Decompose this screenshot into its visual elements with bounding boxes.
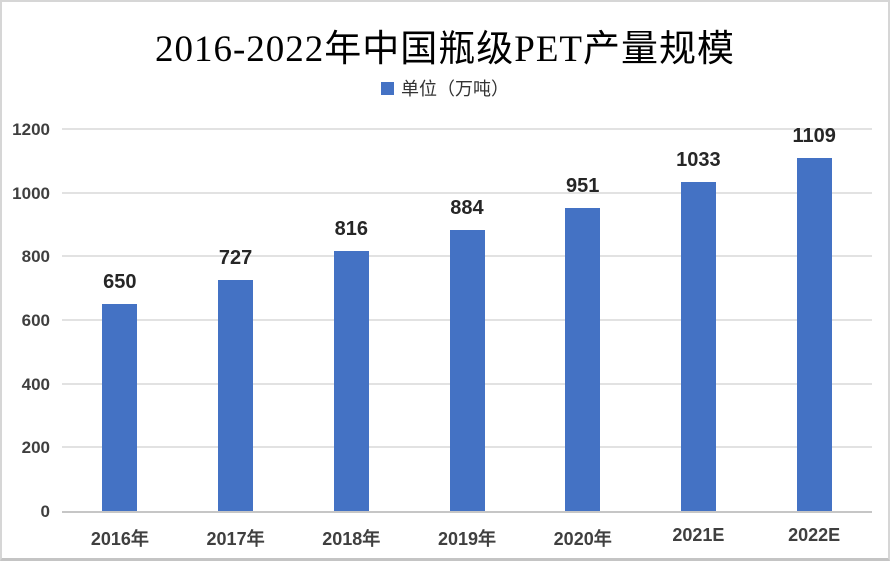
y-axis-tick-label: 1200 bbox=[12, 120, 50, 139]
bar-value-label: 1033 bbox=[676, 149, 721, 172]
gridline bbox=[62, 128, 872, 130]
y-axis-tick-label: 0 bbox=[40, 502, 50, 521]
x-axis-tick-label: 2017年 bbox=[206, 529, 265, 549]
chart-legend: 单位（万吨） bbox=[2, 75, 888, 101]
x-axis-tick-label: 2016年 bbox=[90, 529, 149, 549]
bar bbox=[449, 229, 485, 511]
bar-value-label: 727 bbox=[218, 246, 253, 269]
legend-label: 单位（万吨） bbox=[401, 79, 509, 99]
y-axis-tick-label: 400 bbox=[21, 374, 50, 394]
y-axis-tick-label: 1000 bbox=[12, 183, 50, 203]
legend-marker-icon bbox=[381, 81, 394, 95]
bar bbox=[796, 157, 832, 511]
y-axis-tick-label: 800 bbox=[21, 247, 50, 267]
y-axis-tick-label: 600 bbox=[21, 311, 50, 330]
x-axis-tick-label: 2021E bbox=[672, 525, 725, 545]
bar-value-label: 1109 bbox=[792, 124, 836, 147]
bar bbox=[333, 251, 369, 511]
bar bbox=[218, 279, 254, 511]
x-axis-tick-label: 2020年 bbox=[553, 529, 612, 549]
x-axis-tick-label: 2022E bbox=[788, 525, 841, 545]
gridline bbox=[62, 191, 872, 194]
bar bbox=[102, 304, 138, 511]
y-axis-tick-label: 200 bbox=[21, 438, 50, 458]
bar bbox=[680, 182, 716, 511]
x-axis-tick-label: 2018年 bbox=[322, 529, 381, 549]
bar-value-label: 816 bbox=[334, 218, 368, 241]
bar-value-label: 650 bbox=[103, 271, 137, 294]
chart-title: 2016-2022年中国瓶级PET产量规模 bbox=[154, 29, 736, 70]
bar bbox=[565, 208, 601, 511]
plot-area: 650 727 816 884 951 1033 1109 bbox=[62, 125, 872, 513]
x-axis-tick-label: 2019年 bbox=[437, 529, 497, 549]
bar-value-label: 884 bbox=[450, 196, 484, 219]
bar-value-label: 951 bbox=[566, 175, 600, 198]
